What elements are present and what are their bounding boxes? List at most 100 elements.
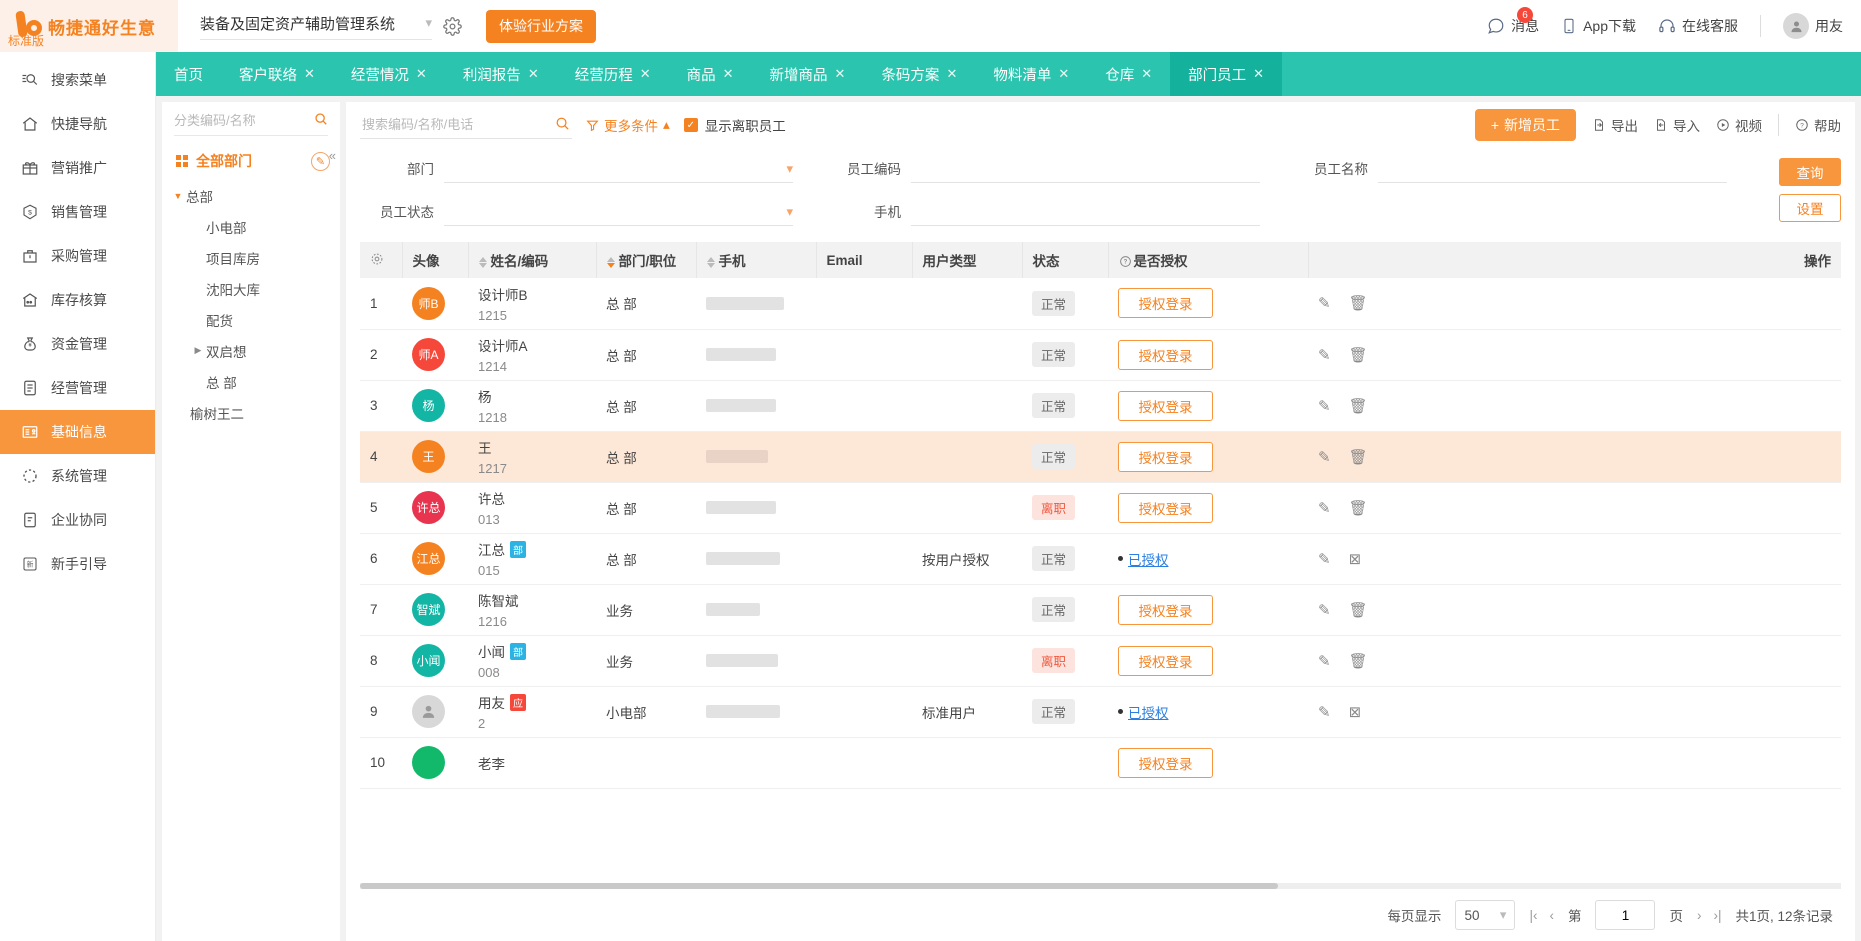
authorized-link[interactable]: 已授权 — [1118, 702, 1169, 722]
tab-warehouse[interactable]: 仓库 ✕ — [1087, 52, 1170, 96]
sidebar-item-operations[interactable]: 经营管理 — [0, 366, 155, 410]
tab-barcode-plan[interactable]: 条码方案 ✕ — [863, 52, 975, 96]
close-icon[interactable]: ✕ — [639, 66, 651, 81]
setting-button[interactable]: 设置 — [1779, 194, 1841, 222]
employee-status-select-input[interactable] — [444, 204, 787, 220]
system-selector[interactable]: 装备及固定资产辅助管理系统 ▾ 体验行业方案 — [178, 0, 596, 52]
caret-down-icon[interactable]: ▼ — [173, 190, 183, 201]
next-page-button[interactable]: › — [1696, 907, 1702, 923]
disable-icon[interactable]: ⊠ — [1348, 703, 1362, 721]
table-row[interactable]: 10 老李 授权登录 — [360, 737, 1841, 789]
filter-department[interactable]: 部门 ▾ — [360, 158, 793, 183]
table-row[interactable]: 1 师B 设计师B 1215 总 部 正常 授权登录 ✎ 🗑 — [360, 278, 1841, 330]
edit-icon[interactable]: ✎ — [1318, 550, 1331, 568]
tab-profit-report[interactable]: 利润报告 ✕ — [445, 52, 557, 96]
sidebar-item-purchase[interactable]: 采购管理 — [0, 234, 155, 278]
authorize-login-button[interactable]: 授权登录 — [1118, 288, 1213, 319]
page-input[interactable] — [1595, 900, 1656, 930]
query-button[interactable]: 查询 — [1779, 158, 1841, 186]
per-page-select[interactable]: 50 ▾ — [1455, 900, 1516, 930]
video-button[interactable]: 视频 — [1716, 115, 1762, 135]
app-download-button[interactable]: App下载 — [1561, 16, 1636, 36]
sidebar-item-collaboration[interactable]: 企业协同 — [0, 498, 155, 542]
messages-button[interactable]: 消息 6 — [1487, 7, 1539, 36]
tree-root-all-departments[interactable]: 全部部门 ✎ — [162, 142, 340, 180]
online-service-button[interactable]: 在线客服 — [1658, 16, 1738, 36]
tab-goods[interactable]: 商品 ✕ — [669, 52, 752, 96]
sort-icon[interactable] — [706, 256, 715, 268]
table-row[interactable]: 3 杨 杨 1218 总 部 正常 授权登录 ✎ 🗑 — [360, 380, 1841, 432]
sidebar-item-search-menu[interactable]: 搜索菜单 — [0, 58, 155, 102]
edit-icon[interactable]: ✎ — [1318, 448, 1331, 466]
tree-node-distribution[interactable]: 配货 — [162, 304, 340, 335]
chevron-down-icon[interactable]: ▾ — [786, 161, 793, 176]
edit-icon[interactable]: ✎ — [1318, 397, 1331, 415]
close-icon[interactable]: ✕ — [415, 66, 427, 81]
delete-icon[interactable]: 🗑 — [1348, 346, 1368, 364]
tab-business-status[interactable]: 经营情况 ✕ — [333, 52, 445, 96]
table-row[interactable]: 2 师A 设计师A 1214 总 部 正常 授权登录 ✎ 🗑 — [360, 329, 1841, 381]
edit-icon[interactable]: ✎ — [1318, 601, 1331, 619]
sort-icon[interactable] — [606, 256, 615, 268]
close-icon[interactable]: ✕ — [834, 66, 846, 81]
filter-employee-status[interactable]: 员工状态 ▾ — [360, 201, 793, 226]
tree-search-input[interactable] — [174, 113, 294, 128]
chevron-down-icon[interactable]: ▾ — [786, 204, 793, 219]
edit-icon[interactable]: ✎ — [1318, 346, 1331, 364]
tree-node-yushu-wanger[interactable]: 榆树王二 — [162, 397, 340, 428]
table-row[interactable]: 5 许总 许总 013 总 部 离职 授权登录 ✎ 🗑 — [360, 482, 1841, 534]
delete-icon[interactable]: 🗑 — [1348, 295, 1368, 313]
filter-employee-name[interactable]: 员工名称 — [1294, 158, 1727, 183]
table-row[interactable]: 9 用友应 2 小电部 标准用户 正常 — [360, 686, 1841, 738]
employee-name-input[interactable] — [1378, 161, 1727, 177]
tab-add-goods[interactable]: 新增商品 ✕ — [752, 52, 864, 96]
sidebar-item-inventory[interactable]: 库存核算 — [0, 278, 155, 322]
sidebar-item-sales[interactable]: $ 销售管理 — [0, 190, 155, 234]
column-dept-position[interactable]: 部门/职位 — [596, 242, 697, 278]
authorize-login-button[interactable]: 授权登录 — [1118, 441, 1213, 472]
column-name-code[interactable]: 姓名/编码 — [468, 242, 597, 278]
sidebar-item-fund[interactable]: ¥ 资金管理 — [0, 322, 155, 366]
checkbox-checked-icon[interactable]: ✓ — [683, 118, 698, 132]
edit-icon[interactable]: ✎ — [311, 151, 330, 171]
column-phone[interactable]: 手机 — [696, 242, 817, 278]
close-icon[interactable]: ✕ — [722, 66, 734, 81]
edit-icon[interactable]: ✎ — [1318, 652, 1331, 670]
disable-icon[interactable]: ⊠ — [1348, 550, 1362, 568]
close-icon[interactable]: ✕ — [527, 66, 539, 81]
sidebar-item-system[interactable]: 系统管理 — [0, 454, 155, 498]
close-icon[interactable]: ✕ — [946, 66, 958, 81]
close-icon[interactable]: ✕ — [1141, 66, 1153, 81]
experience-solution-button[interactable]: 体验行业方案 — [486, 9, 596, 43]
tree-node-headquarters[interactable]: ▼ 总部 — [162, 180, 340, 211]
search-icon[interactable] — [555, 116, 570, 134]
tree-node-headquarters-sub[interactable]: 总 部 — [162, 366, 340, 397]
caret-right-icon[interactable]: ▶ — [194, 345, 202, 355]
column-settings[interactable] — [360, 242, 403, 278]
export-button[interactable]: 导出 — [1592, 115, 1638, 135]
department-select-input[interactable] — [444, 161, 787, 177]
sidebar-item-basic-info[interactable]: 基础信息 — [0, 410, 155, 454]
employee-code-input[interactable] — [911, 161, 1260, 177]
close-icon[interactable]: ✕ — [1058, 66, 1070, 81]
horizontal-scrollbar[interactable] — [360, 883, 1841, 889]
search-input[interactable] — [362, 117, 527, 132]
authorized-link[interactable]: 已授权 — [1118, 549, 1169, 569]
sort-icon[interactable] — [478, 256, 487, 268]
chevron-down-icon[interactable]: ▾ — [425, 15, 432, 30]
delete-icon[interactable]: 🗑 — [1348, 499, 1368, 517]
tab-business-history[interactable]: 经营历程 ✕ — [557, 52, 669, 96]
tree-node-shuangqixiang[interactable]: ▶ 双启想 — [162, 335, 340, 366]
import-button[interactable]: 导入 — [1654, 115, 1700, 135]
first-page-button[interactable]: |‹ — [1529, 907, 1538, 923]
phone-input[interactable] — [911, 204, 1260, 220]
close-icon[interactable]: ✕ — [304, 66, 315, 81]
tab-material-list[interactable]: 物料清单 ✕ — [975, 52, 1087, 96]
tree-search[interactable] — [174, 112, 328, 136]
sidebar-item-guide[interactable]: 新 新手引导 — [0, 542, 155, 586]
collapse-panel-button[interactable]: « — [328, 148, 336, 163]
help-button[interactable]: ? 帮助 — [1795, 115, 1841, 135]
tab-customer-contact[interactable]: 客户联络 ✕ — [221, 52, 333, 96]
edit-icon[interactable]: ✎ — [1318, 295, 1331, 313]
edit-icon[interactable]: ✎ — [1318, 703, 1331, 721]
